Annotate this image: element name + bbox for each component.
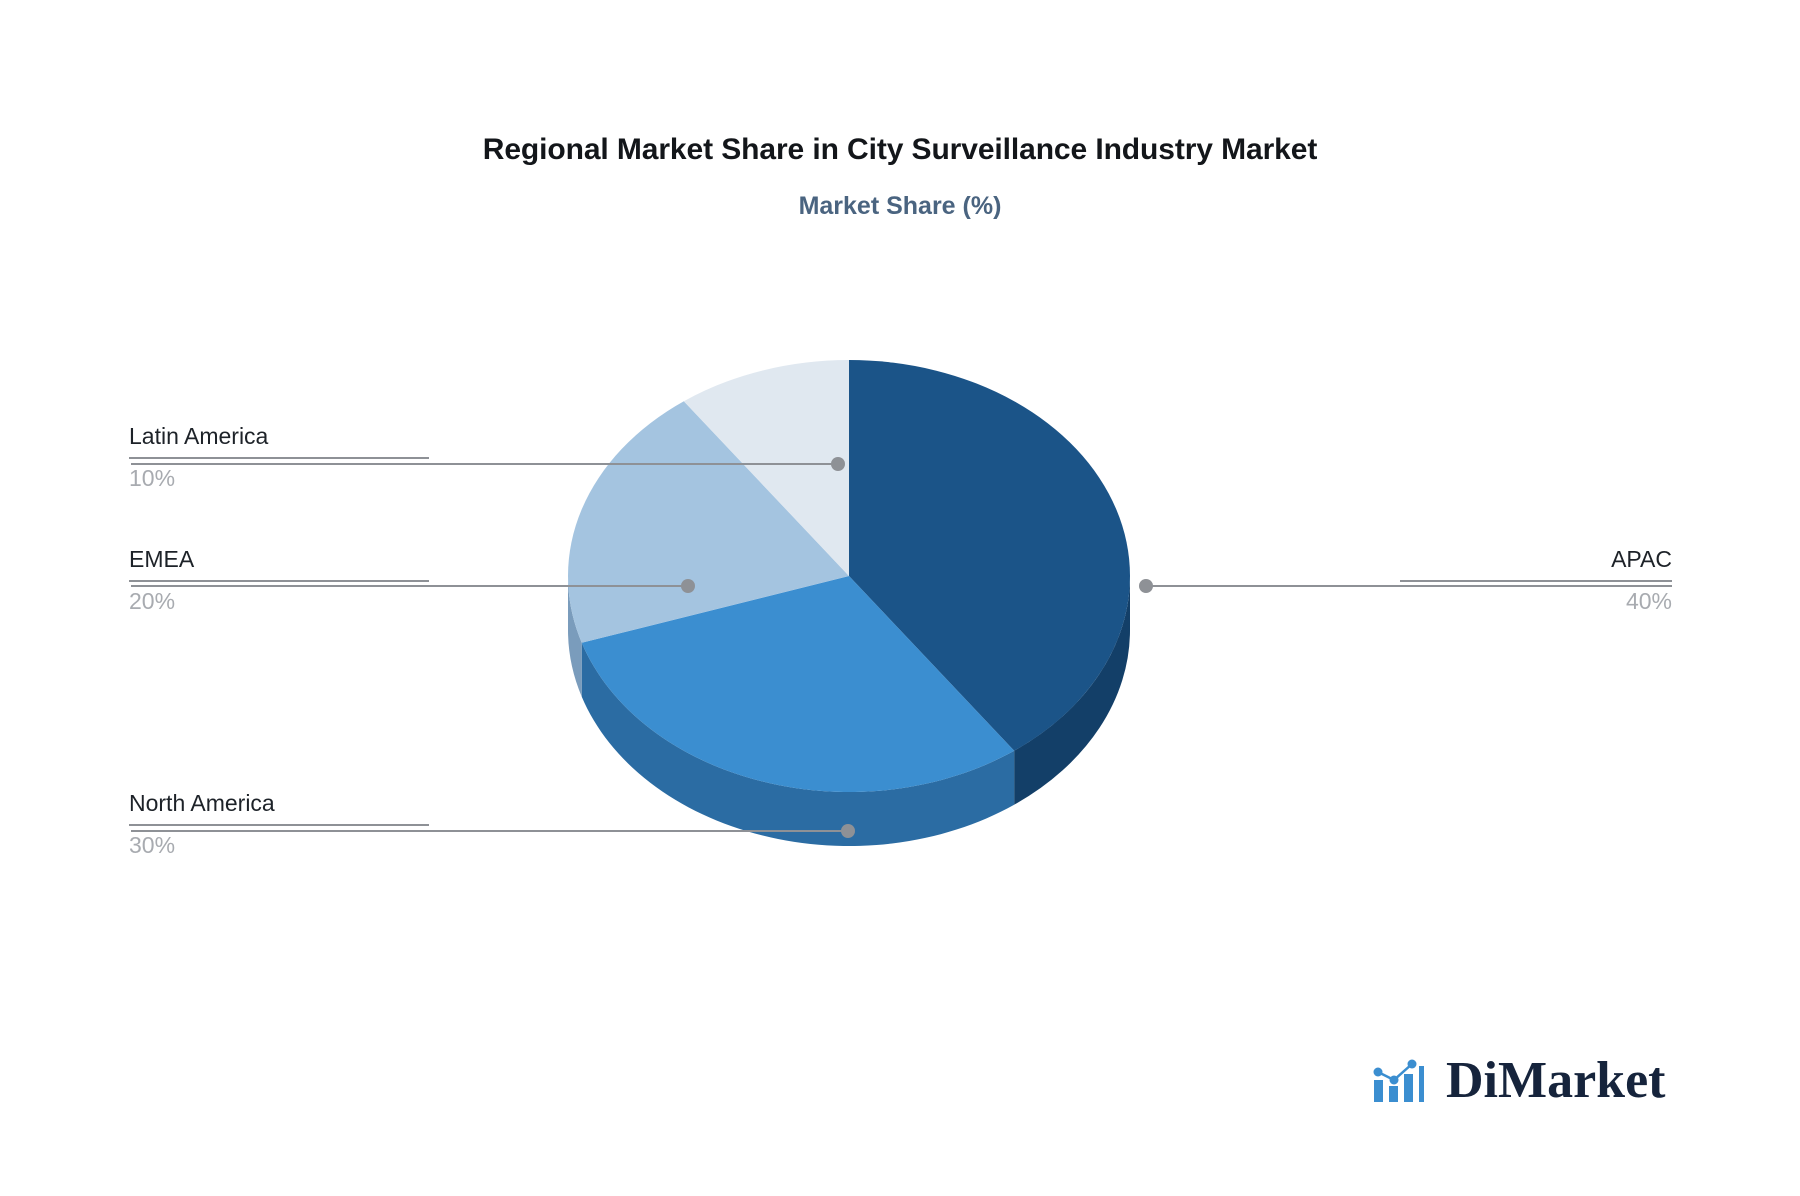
pie-slice-north-america — [581, 576, 1015, 792]
callout-emea-label: EMEA — [129, 546, 195, 572]
pie-svg — [568, 360, 1130, 846]
callout-apac-label: APAC — [1611, 546, 1672, 572]
pie-side-north-america — [581, 642, 1015, 846]
pie-chart — [565, 360, 1245, 960]
pie-side-emea — [568, 576, 582, 697]
pie-side-apac — [1014, 576, 1130, 805]
chart-title: Regional Market Share in City Surveillan… — [482, 133, 1318, 166]
callout-emea-rule — [129, 580, 429, 582]
callout-north-america-rule — [129, 824, 429, 826]
bar-chart-icon — [1373, 1059, 1424, 1102]
callout-emea-value: 20% — [129, 588, 176, 614]
callout-apac: APAC 40% — [1400, 544, 1672, 616]
callout-apac-rule — [1400, 580, 1672, 582]
callout-north-america: North America 30% — [129, 788, 429, 860]
callout-latin-america: Latin America 10% — [129, 421, 429, 493]
dimarket-logo: DiMarket — [1372, 1046, 1665, 1116]
pie-slice-latin-america — [683, 360, 849, 576]
chart-subtitle: Market Share (%) — [798, 192, 1002, 220]
callout-apac-value: 40% — [1625, 588, 1672, 614]
callout-emea: EMEA 20% — [129, 544, 429, 616]
callout-latin-america-label: Latin America — [129, 423, 269, 449]
callout-north-america-label: North America — [129, 790, 275, 816]
pie-slice-apac — [849, 360, 1130, 751]
callout-north-america-value: 30% — [129, 832, 176, 858]
callout-latin-america-rule — [129, 457, 429, 459]
callout-latin-america-value: 10% — [129, 465, 176, 491]
logo-wordmark: DiMarket — [1446, 1052, 1666, 1109]
pie-slice-emea — [568, 401, 849, 643]
